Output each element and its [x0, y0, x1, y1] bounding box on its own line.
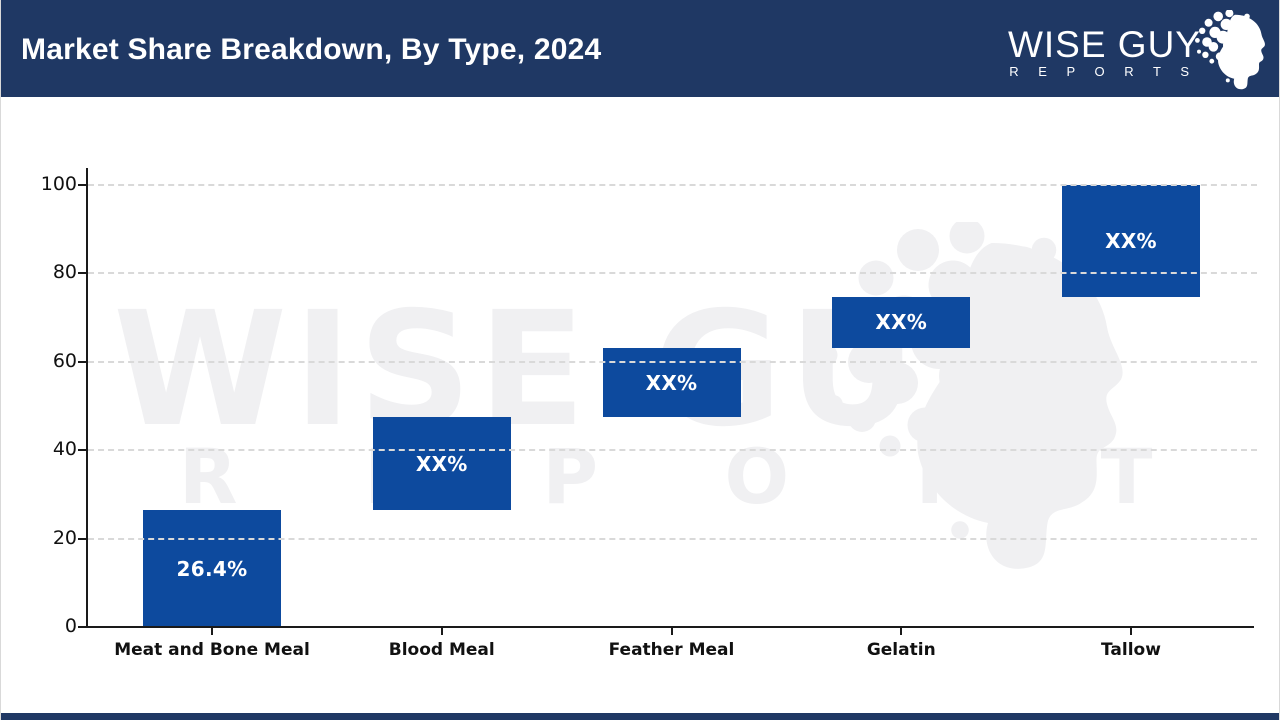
gridline	[88, 537, 1257, 540]
y-tick	[78, 449, 86, 452]
bar-segment: XX%	[832, 296, 971, 349]
y-axis-tick-label: 60	[52, 349, 77, 372]
y-tick	[78, 272, 86, 275]
bar-value-label: XX%	[415, 451, 468, 476]
y-axis-tick-label: 20	[52, 526, 77, 549]
header-bar: Market Share Breakdown, By Type, 2024 WI…	[1, 0, 1279, 97]
bar-segment: XX%	[1062, 185, 1200, 297]
brand-logo: WISE GUY R E P O R T S	[1008, 6, 1269, 92]
y-axis-tick-label: 40	[52, 438, 77, 461]
y-tick	[78, 184, 86, 186]
x-axis-category-label: Gelatin	[866, 640, 936, 660]
bar-value-label: XX%	[875, 310, 928, 335]
gridline	[88, 184, 1257, 186]
gridline	[88, 360, 1257, 363]
bar-value-label: XX%	[645, 370, 698, 395]
gridline	[88, 272, 1257, 275]
y-axis-tick-label: 100	[40, 173, 77, 195]
x-axis-category-label: Feather Meal	[608, 640, 735, 660]
y-tick	[78, 537, 86, 540]
y-tick	[78, 626, 86, 628]
x-tick	[440, 628, 443, 635]
x-tick	[670, 628, 673, 635]
logo-head-icon	[1195, 10, 1265, 90]
x-tick	[1130, 628, 1132, 635]
bar-segment: XX%	[372, 417, 511, 511]
bar-segment: XX%	[602, 348, 741, 418]
footer-bar	[1, 713, 1279, 720]
x-axis-category-label: Blood Meal	[388, 640, 495, 660]
y-tick	[78, 360, 86, 363]
y-axis-line	[86, 168, 88, 628]
x-tick	[211, 628, 213, 635]
logo-wordmark: WISE GUY	[1007, 24, 1201, 65]
x-axis-line	[86, 626, 1254, 628]
y-axis-tick-label: 0	[64, 615, 77, 637]
bar-value-label: 26.4%	[176, 556, 248, 581]
logo-subtext: R E P O R T S	[1009, 64, 1197, 79]
x-axis-category-label: Tallow	[1101, 640, 1161, 660]
y-axis-tick-label: 80	[52, 261, 77, 284]
gridline	[88, 449, 1257, 452]
page-title: Market Share Breakdown, By Type, 2024	[21, 33, 602, 66]
bar-segment: 26.4%	[143, 510, 281, 627]
x-axis-category-label: Meat and Bone Meal	[114, 640, 310, 660]
bar-value-label: XX%	[1105, 228, 1157, 253]
x-tick	[900, 628, 903, 635]
